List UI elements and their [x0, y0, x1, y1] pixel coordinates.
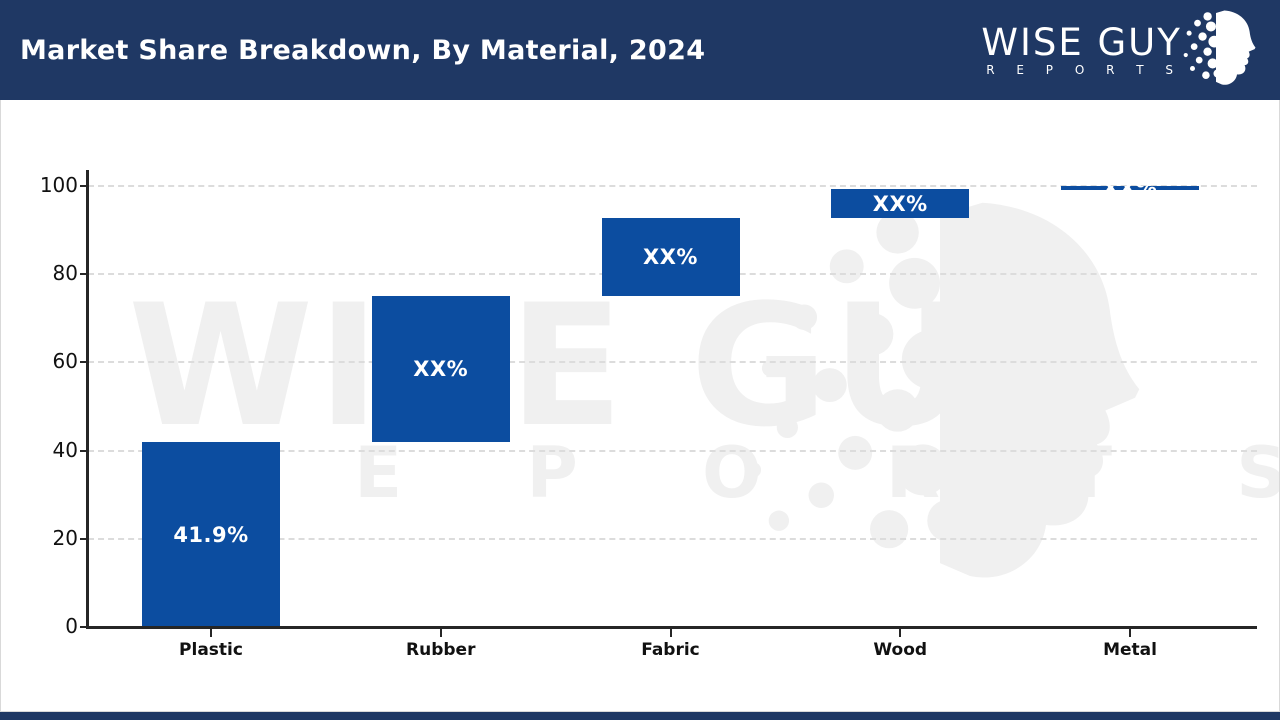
- wise-guy-reports-logo: WISE GUY R E P O R T S: [981, 8, 1258, 92]
- x-tick-wood: [899, 629, 902, 637]
- footer-bar: [0, 712, 1280, 720]
- watermark-head-logo: [745, 202, 1140, 578]
- bar-wood: XX%: [831, 189, 970, 219]
- x-tick-plastic: [210, 629, 212, 637]
- x-tick-label-wood: Wood: [873, 640, 928, 660]
- gridline-60: [88, 361, 1257, 364]
- footer-divider: [0, 711, 1280, 712]
- y-tick-20: [80, 537, 87, 540]
- y-tick-100: [80, 185, 87, 187]
- gridline-20: [88, 537, 1257, 540]
- bar-rubber: XX%: [371, 296, 510, 443]
- x-tick-metal: [1129, 629, 1131, 637]
- x-tick-label-metal: Metal: [1103, 640, 1157, 660]
- logo-subtitle: R E P O R T S: [986, 63, 1182, 77]
- y-tick-label-80: 80: [52, 261, 78, 286]
- y-tick-label-60: 60: [52, 349, 78, 374]
- y-tick-label-0: 0: [65, 614, 78, 638]
- y-tick-80: [80, 273, 87, 276]
- x-axis-line: [86, 626, 1257, 629]
- y-tick-40: [80, 449, 87, 452]
- y-tick-0: [80, 626, 87, 628]
- bar-value-label-fabric: XX%: [643, 245, 698, 270]
- logo-wordmark: WISE GUY: [981, 21, 1182, 64]
- bar-metal: XX%: [1061, 186, 1199, 190]
- bar-value-label-wood: XX%: [872, 191, 928, 216]
- x-tick-label-fabric: Fabric: [641, 640, 700, 660]
- x-tick-fabric: [669, 629, 672, 637]
- gridline-100: [88, 185, 1257, 187]
- logo-text: WISE GUY R E P O R T S: [981, 24, 1182, 76]
- y-tick-label-40: 40: [52, 437, 78, 462]
- bar-plastic: 41.9%: [142, 442, 280, 627]
- bar-value-label-rubber: XX%: [413, 357, 469, 382]
- x-tick-label-rubber: Rubber: [406, 640, 476, 660]
- bar-value-label-metal: XX%: [1103, 186, 1158, 190]
- x-tick-label-plastic: Plastic: [179, 640, 243, 660]
- header-bar: Market Share Breakdown, By Material, 202…: [0, 0, 1280, 100]
- bar-value-label-plastic: 41.9%: [173, 522, 249, 547]
- y-tick-60: [80, 361, 87, 364]
- y-tick-label-100: 100: [39, 173, 78, 197]
- gridline-40: [88, 449, 1257, 452]
- y-tick-label-20: 20: [52, 525, 78, 550]
- chart-title: Market Share Breakdown, By Material, 202…: [20, 34, 706, 66]
- y-axis-line: [86, 170, 89, 629]
- bar-fabric: XX%: [601, 218, 740, 297]
- x-tick-rubber: [439, 629, 442, 637]
- logo-head-icon: [1183, 10, 1256, 85]
